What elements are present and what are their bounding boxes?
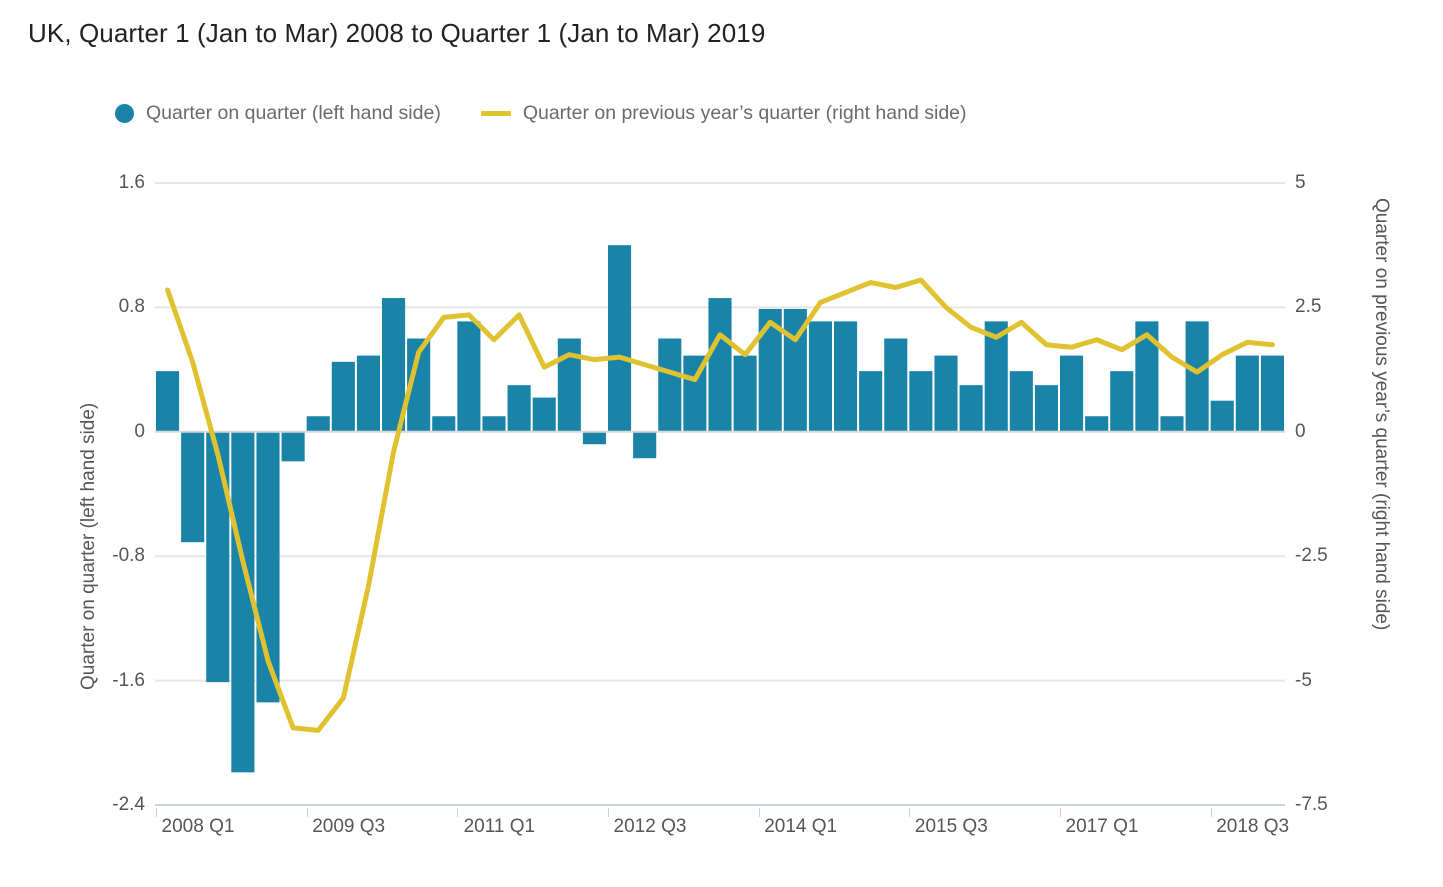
bar[interactable] xyxy=(1260,355,1284,432)
bar[interactable] xyxy=(608,245,632,432)
legend-item-quarter-on-quarter[interactable]: Quarter on quarter (left hand side) xyxy=(115,102,441,124)
bar[interactable] xyxy=(432,416,456,432)
y-axis-right-title: Quarter on previous year’s quarter (righ… xyxy=(1371,198,1392,631)
y-axis-left-tick-label: 0.8 xyxy=(118,296,145,318)
line-series xyxy=(165,277,1275,733)
plot-area xyxy=(155,182,1285,806)
x-axis-tick-mark xyxy=(1210,808,1212,817)
bar[interactable] xyxy=(758,308,782,432)
x-axis-tick-mark xyxy=(608,808,609,817)
bar[interactable] xyxy=(984,321,1008,432)
bar[interactable] xyxy=(733,355,757,432)
bar[interactable] xyxy=(407,338,431,432)
bar[interactable] xyxy=(181,431,205,543)
x-axis-tick-label: 2014 Q1 xyxy=(764,816,838,837)
bar[interactable] xyxy=(306,416,330,432)
y-axis-right-tick-label: -7.5 xyxy=(1295,794,1328,815)
x-axis-ticks: 2008 Q1 2009 Q3 2011 Q1 2012 Q3 2014 Q1 2015 … xyxy=(155,808,1289,848)
bar-series xyxy=(156,245,1284,773)
bar[interactable] xyxy=(1034,385,1058,432)
legend-item-quarter-on-previous-year[interactable]: Quarter on previous year’s quarter (righ… xyxy=(480,102,967,124)
bar[interactable] xyxy=(582,431,606,445)
bar[interactable] xyxy=(658,338,682,432)
x-axis-tick-mark xyxy=(156,808,157,817)
y-axis-left-tick-label: 1.6 xyxy=(118,172,145,193)
bar[interactable] xyxy=(909,371,933,432)
bar[interactable] xyxy=(934,355,958,432)
chart-canvas xyxy=(155,182,1285,806)
y-axis-right-tick-label: -5 xyxy=(1295,669,1312,691)
page-title: UK, Quarter 1 (Jan to Mar) 2008 to Quart… xyxy=(28,18,766,48)
y-axis-right-tick-label: 0 xyxy=(1295,420,1306,442)
bar[interactable] xyxy=(708,298,732,432)
bar[interactable] xyxy=(457,321,481,432)
bar[interactable] xyxy=(507,385,531,432)
bar[interactable] xyxy=(1135,321,1159,432)
bar[interactable] xyxy=(783,308,807,432)
bar[interactable] xyxy=(808,321,832,432)
y-axis-left-tick-label: 0 xyxy=(134,420,145,442)
trend-line[interactable] xyxy=(165,277,1275,733)
bar[interactable] xyxy=(834,321,858,432)
bar[interactable] xyxy=(1009,371,1033,432)
y-axis-left-title: Quarter on quarter (left hand side) xyxy=(78,402,99,690)
bar[interactable] xyxy=(1210,400,1234,432)
bar[interactable] xyxy=(1110,371,1134,432)
x-axis-tick-label: 2011 Q1 xyxy=(463,816,536,837)
bar[interactable] xyxy=(281,431,305,462)
bar[interactable] xyxy=(206,431,230,683)
x-axis-tick-label: 2017 Q1 xyxy=(1065,816,1139,837)
bar[interactable] xyxy=(356,355,380,432)
y-axis-left-ticks: 1.6 0.8 0 -0.8 -1.6 -2.4 xyxy=(60,172,145,815)
y-axis-right-ticks: 5 2.5 0 -2.5 -5 -7.5 xyxy=(1295,172,1355,815)
bar[interactable] xyxy=(1185,321,1209,432)
bar[interactable] xyxy=(557,338,581,432)
bar[interactable] xyxy=(1160,416,1184,432)
x-axis-tick-label: 2012 Q3 xyxy=(613,816,687,837)
chart-legend: Quarter on quarter (left hand side) Quar… xyxy=(115,102,967,124)
y-axis-right-tick-label: 2.5 xyxy=(1295,296,1322,318)
bar[interactable] xyxy=(331,361,355,432)
x-axis-tick-mark xyxy=(1060,808,1061,817)
legend-line-icon xyxy=(480,111,511,117)
bar[interactable] xyxy=(884,338,908,432)
x-axis-tick-label: 2015 Q3 xyxy=(914,816,988,837)
y-axis-left-tick-label: -0.8 xyxy=(112,545,145,567)
gridlines xyxy=(155,182,1285,806)
legend-label: Quarter on quarter (left hand side) xyxy=(146,102,441,124)
bar[interactable] xyxy=(382,298,406,432)
bar[interactable] xyxy=(959,385,983,432)
bar[interactable] xyxy=(859,371,883,432)
y-axis-right-tick-label: -2.5 xyxy=(1295,545,1328,567)
x-axis-tick-mark xyxy=(909,808,911,817)
y-axis-left-tick-label: -2.4 xyxy=(112,794,145,815)
x-axis-tick-mark xyxy=(457,808,459,817)
y-axis-right-tick-label: 5 xyxy=(1295,172,1306,193)
bar[interactable] xyxy=(1235,355,1259,432)
bar[interactable] xyxy=(1060,355,1084,432)
bar[interactable] xyxy=(633,431,657,459)
bar[interactable] xyxy=(532,397,556,432)
x-axis-tick-label: 2018 Q3 xyxy=(1216,816,1290,837)
bar[interactable] xyxy=(231,431,255,773)
x-axis-tick-mark xyxy=(306,808,308,817)
x-axis-tick-mark xyxy=(758,808,760,817)
bar[interactable] xyxy=(1085,416,1109,432)
bar[interactable] xyxy=(156,371,180,432)
bar[interactable] xyxy=(482,416,506,432)
bar[interactable] xyxy=(683,355,707,432)
legend-dot-icon xyxy=(115,104,134,124)
y-axis-left-tick-label: -1.6 xyxy=(112,669,145,691)
legend-label: Quarter on previous year’s quarter (righ… xyxy=(522,102,967,124)
x-axis-tick-label: 2009 Q3 xyxy=(312,816,386,837)
x-axis-tick-label: 2008 Q1 xyxy=(161,816,235,837)
